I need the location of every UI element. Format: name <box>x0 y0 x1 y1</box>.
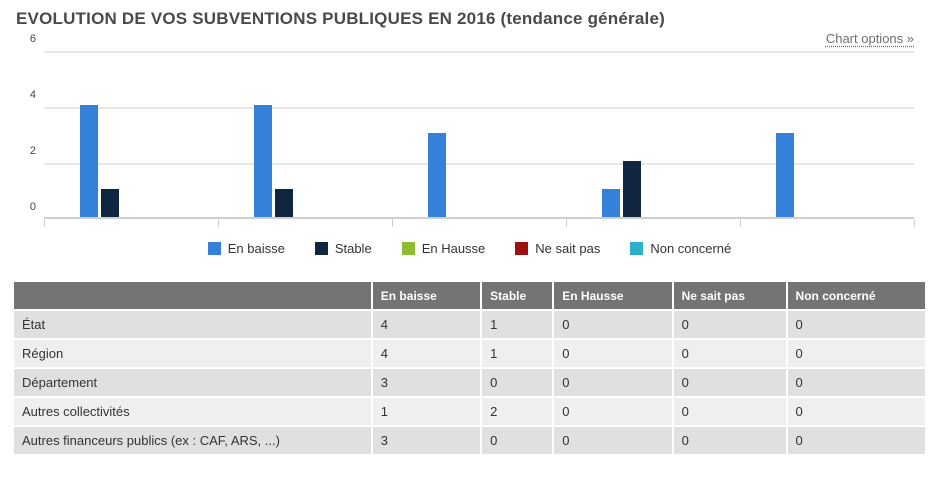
table-header-empty <box>14 282 371 309</box>
row-label: Région <box>14 340 371 367</box>
legend-swatch-icon <box>630 242 644 255</box>
gridline-y-2 <box>44 163 914 165</box>
legend-swatch-icon <box>207 242 221 255</box>
row-value: 0 <box>787 311 925 338</box>
y-axis-label-0: 0 <box>29 201 36 213</box>
row-value: 1 <box>482 311 553 338</box>
table-header-stable: Stable <box>482 282 553 309</box>
bar-group-4 <box>566 51 740 217</box>
row-value: 3 <box>372 369 481 396</box>
row-value: 0 <box>554 311 672 338</box>
x-axis-tick <box>566 219 567 227</box>
bar-en-baisse[interactable] <box>80 105 98 217</box>
legend-swatch-icon <box>515 242 529 255</box>
bar-group-1 <box>44 51 218 217</box>
table-header-en-baisse: En baisse <box>372 282 481 309</box>
x-axis-tick <box>914 219 915 227</box>
bar-en-baisse[interactable] <box>254 105 272 217</box>
legend-item-en-baisse: En baisse <box>207 241 285 256</box>
gridline-y-6 <box>44 51 914 53</box>
bar-groups <box>44 51 914 217</box>
row-value: 4 <box>372 311 481 338</box>
row-value: 0 <box>554 340 672 367</box>
x-axis-tick <box>44 219 45 227</box>
legend-swatch-icon <box>314 242 328 255</box>
row-value: 0 <box>787 427 925 454</box>
x-axis-baseline <box>44 217 914 219</box>
row-value: 0 <box>673 398 786 425</box>
bar-stable[interactable] <box>275 189 293 217</box>
legend-item-en-hausse: En Hausse <box>401 241 486 256</box>
x-axis-tick <box>218 219 219 227</box>
row-value: 4 <box>372 340 481 367</box>
row-label: Autres collectivités <box>14 398 371 425</box>
legend-label: En Hausse <box>421 241 486 256</box>
survey-results-page: EVOLUTION DE VOS SUBVENTIONS PUBLIQUES E… <box>0 8 939 478</box>
bar-group-3 <box>392 51 566 217</box>
bar-en-baisse[interactable] <box>428 133 446 217</box>
table-row: Autres collectivités 1 2 0 0 0 <box>14 398 925 425</box>
results-table-wrap: En baisse Stable En Hausse Ne sait pas Non c… <box>12 280 927 456</box>
row-value: 3 <box>372 427 481 454</box>
table-row: État 4 1 0 0 0 <box>14 311 925 338</box>
row-value: 0 <box>673 340 786 367</box>
table-header-en-hausse: En Hausse <box>554 282 672 309</box>
table-row: Région 4 1 0 0 0 <box>14 340 925 367</box>
row-label: Département <box>14 369 371 396</box>
bar-en-baisse[interactable] <box>776 133 794 217</box>
gridline-y-4 <box>44 107 914 109</box>
legend-label: Stable <box>334 241 372 256</box>
table-header-row: En baisse Stable En Hausse Ne sait pas Non c… <box>14 282 925 309</box>
row-label: État <box>14 311 371 338</box>
row-value: 1 <box>482 340 553 367</box>
bar-group-2 <box>218 51 392 217</box>
row-label: Autres financeurs publics (ex : CAF, ARS… <box>14 427 371 454</box>
chart-options-link[interactable]: Chart options » <box>825 31 914 46</box>
chart-options-row: Chart options » <box>0 30 914 47</box>
y-axis-label-4: 4 <box>29 89 36 101</box>
legend-item-non-concern-: Non concerné <box>630 241 731 256</box>
bar-chart: 0 2 4 6 <box>30 33 915 227</box>
legend-item-ne-sait-pas: Ne sait pas <box>515 241 600 256</box>
row-value: 0 <box>554 427 672 454</box>
row-value: 0 <box>482 427 553 454</box>
bar-stable[interactable] <box>623 161 641 217</box>
chart-legend: En baisse Stable En Hausse Ne sait pas Non c… <box>0 241 939 256</box>
row-value: 0 <box>787 369 925 396</box>
bar-group-5 <box>740 51 914 217</box>
legend-swatch-icon <box>401 242 415 255</box>
row-value: 2 <box>482 398 553 425</box>
legend-item-stable: Stable <box>314 241 372 256</box>
row-value: 0 <box>554 369 672 396</box>
y-axis-label-2: 2 <box>29 145 36 157</box>
row-value: 0 <box>482 369 553 396</box>
row-value: 0 <box>787 398 925 425</box>
x-axis-tick <box>740 219 741 227</box>
table-row: Département 3 0 0 0 0 <box>14 369 925 396</box>
bar-stable[interactable] <box>101 189 119 217</box>
y-axis-label-6: 6 <box>29 33 36 45</box>
x-axis-tick <box>392 219 393 227</box>
row-value: 0 <box>554 398 672 425</box>
legend-label: Ne sait pas <box>535 241 601 256</box>
table-header-non-concern-: Non concerné <box>787 282 925 309</box>
page-title: EVOLUTION DE VOS SUBVENTIONS PUBLIQUES E… <box>16 9 665 28</box>
row-value: 0 <box>673 427 786 454</box>
results-table: En baisse Stable En Hausse Ne sait pas Non c… <box>12 280 927 456</box>
legend-label: Non concerné <box>650 241 732 256</box>
table-header-ne-sait-pas: Ne sait pas <box>673 282 786 309</box>
row-value: 0 <box>787 340 925 367</box>
x-axis-ticks <box>44 219 915 227</box>
row-value: 1 <box>372 398 481 425</box>
table-row: Autres financeurs publics (ex : CAF, ARS… <box>14 427 925 454</box>
row-value: 0 <box>673 311 786 338</box>
row-value: 0 <box>673 369 786 396</box>
bar-en-baisse[interactable] <box>602 189 620 217</box>
legend-label: En baisse <box>227 241 285 256</box>
